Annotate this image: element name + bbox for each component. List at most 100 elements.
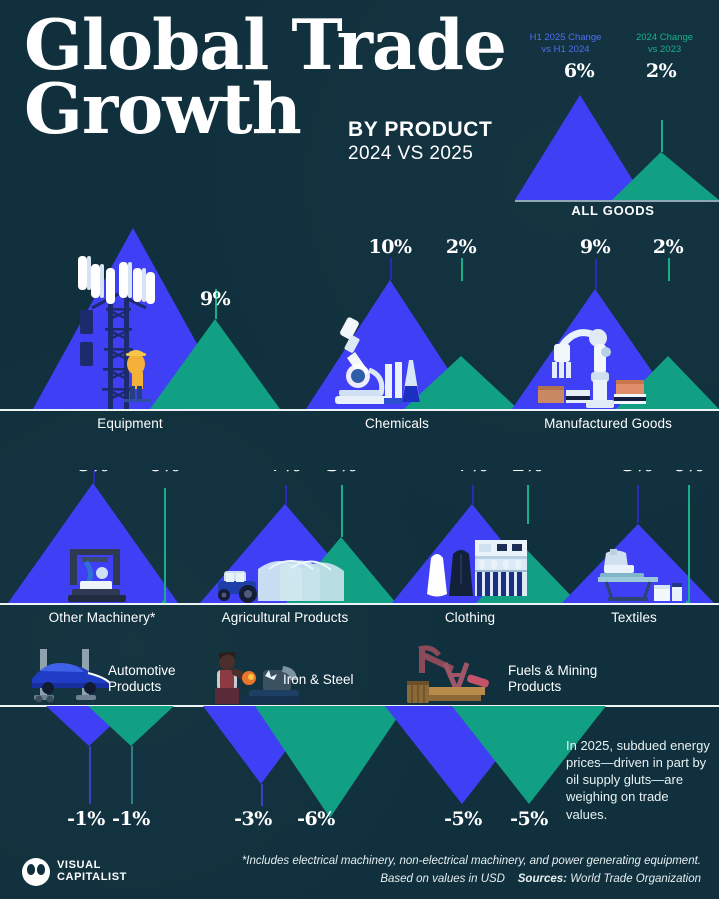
row1-stem-equipment-2024: [215, 289, 217, 319]
row1-value-manufactured-h1-2025: 9%: [579, 236, 611, 258]
visual-capitalist-wordmark: VISUAL CAPITALIST: [57, 860, 127, 883]
row3-label-automotive-l2: Products: [108, 678, 162, 694]
oil-pump-icon: [407, 645, 489, 703]
row2-band: 9% 0% 7% 3%: [0, 470, 719, 603]
legend-2024-line1: 2024 Change: [635, 32, 694, 43]
hero-value-2024: 2%: [645, 60, 677, 82]
brand-line-1: VISUAL: [57, 859, 101, 872]
legend-item-2024: 2024 Change vs 2023: [619, 32, 710, 56]
subtitle-by-product: BY PRODUCT: [348, 118, 493, 141]
row2-value-clothing-2024: 2%: [512, 470, 543, 476]
subtitle-block: BY PRODUCT 2024 VS 2025: [348, 118, 492, 165]
row2-label-clothing: Clothing: [444, 610, 496, 625]
title-line-2: Growth: [24, 69, 302, 151]
row3-bar-fuels-2024: [452, 706, 606, 804]
row2-dot-textiles-2024: [685, 600, 691, 603]
row1-band: 18% 9%: [0, 228, 719, 409]
row1-value-chemicals-h1-2025: 10%: [368, 236, 413, 258]
row2-value-textiles-2024: 0%: [673, 470, 704, 476]
row3-value-iron-2024: -6%: [297, 808, 335, 830]
row3-value-iron-h1-2025: -3%: [234, 808, 272, 830]
row2-value-machinery-2024: 0%: [149, 470, 180, 476]
footer-sources-label: Sources:: [517, 873, 567, 885]
visual-capitalist-logo[interactable]: VISUAL CAPITALIST: [22, 858, 127, 886]
row2-label-machinery: Other Machinery*: [48, 610, 156, 625]
row3-value-automotive-2024: -1%: [112, 808, 150, 830]
row2-value-agriculture-h1-2025: 7%: [270, 470, 301, 476]
row3-stem-iron-h1-2025: [261, 784, 263, 806]
row2-value-machinery-h1-2025: 9%: [78, 470, 109, 476]
row2-stem-textiles-2024: [688, 485, 690, 603]
row2-stem-textiles-h1-2025: [637, 485, 639, 523]
row3-bar-iron-2024: [255, 706, 405, 818]
legend: H1 2025 Change vs H1 2024 2024 Change vs…: [520, 32, 710, 56]
footer-basis: Based on values in USD: [380, 873, 505, 885]
row3-value-fuels-h1-2025: -5%: [444, 808, 482, 830]
row3-band: -1% -1% -3% -6% -5% -5%: [0, 706, 719, 836]
insight-note: In 2025, subdued energy prices—driven in…: [566, 738, 710, 822]
row2-stem-agriculture-2024: [341, 485, 343, 537]
row3-label-fuels: Fuels & Mining Products: [508, 663, 597, 694]
row1-label-equipment: Equipment: [97, 416, 163, 431]
row3-baseline: [0, 705, 719, 707]
row2-value-agriculture-2024: 3%: [326, 470, 357, 476]
legend-h1-2025-line2: vs H1 2024: [541, 44, 590, 56]
row3-label-automotive: Automotive Products: [108, 663, 176, 694]
car-lift-icon: [32, 649, 111, 703]
row1-label-chemicals: Chemicals: [365, 416, 429, 431]
row1-value-manufactured-2024: 2%: [652, 236, 684, 258]
hero-baseline: [515, 200, 719, 202]
row2-stem-clothing-2024: [527, 485, 529, 524]
row1-bar-equipment-2024: [150, 319, 280, 409]
row2-value-clothing-h1-2025: 7%: [457, 470, 488, 476]
row2-stem-machinery-2024: [164, 488, 166, 603]
legend-item-h1-2025: H1 2025 Change vs H1 2024: [520, 32, 611, 56]
row1-baseline: [0, 409, 719, 411]
row1-stem-chemicals-2024: [461, 258, 463, 281]
row3-stem-automotive-h1-2025: [89, 746, 91, 804]
footnote-text: *Includes electrical machinery, non-elec…: [241, 855, 701, 867]
row3-label-fuels-l1: Fuels & Mining: [508, 663, 598, 678]
row3-header-band: Automotive Products Iron & St: [0, 645, 719, 705]
hero-bar-2024: [612, 152, 719, 200]
row2-label-textiles: Textiles: [611, 610, 657, 625]
row3-label-automotive-l1: Automotive: [108, 663, 176, 678]
hero-category-label: ALL GOODS: [571, 203, 655, 218]
page-title: Global Trade Growth: [24, 11, 507, 151]
row3-value-automotive-h1-2025: -1%: [67, 808, 105, 830]
row2-dot-machinery-2024: [161, 600, 167, 603]
footer-sources-value: World Trade Organization: [570, 873, 701, 885]
title-line-1: Global Trade: [24, 5, 507, 86]
hero-stem-2024: [661, 120, 663, 152]
footer: VISUAL CAPITALIST *Includes electrical m…: [0, 846, 719, 899]
visual-capitalist-mark-icon: [22, 858, 50, 886]
row1-value-chemicals-2024: 2%: [445, 236, 477, 258]
row2-stem-agriculture-h1-2025: [285, 485, 287, 505]
row3-bar-automotive-2024: [88, 706, 174, 746]
row2-bar-machinery-h1-2025: [8, 483, 178, 603]
legend-h1-2025-line1: H1 2025 Change: [529, 32, 602, 43]
row1-value-equipment-2024: 9%: [199, 288, 231, 310]
row2-stem-clothing-h1-2025: [472, 485, 474, 504]
row1-stem-manufactured-h1-2025: [595, 259, 597, 289]
row1-label-manufactured: Manufactured Goods: [544, 416, 672, 431]
subtitle-years: 2024 VS 2025: [348, 142, 474, 164]
row2-stem-machinery-h1-2025: [93, 470, 95, 483]
row1-stem-manufactured-2024: [668, 258, 670, 281]
row1-bar-chemicals-2024: [404, 356, 518, 409]
row1-stem-chemicals-h1-2025: [390, 258, 392, 280]
row3-label-iron-steel: Iron & Steel: [283, 672, 354, 687]
brand-line-2: CAPITALIST: [57, 871, 127, 883]
hero-bar-h1-2025: [515, 95, 645, 200]
hero-band: 6% 2%: [0, 60, 719, 200]
row2-value-textiles-h1-2025: 5%: [622, 470, 653, 476]
hero-value-h1-2025: 6%: [563, 60, 595, 82]
row2-label-agriculture: Agricultural Products: [221, 610, 349, 625]
row3-value-fuels-2024: -5%: [510, 808, 548, 830]
row3-label-fuels-l2: Products: [508, 678, 562, 694]
row2-baseline: [0, 603, 719, 605]
row3-stem-automotive-2024: [131, 746, 133, 804]
legend-2024-line2: vs 2023: [647, 44, 682, 56]
footer-sources: Based on values in USD Sources: World Tr…: [380, 873, 701, 885]
